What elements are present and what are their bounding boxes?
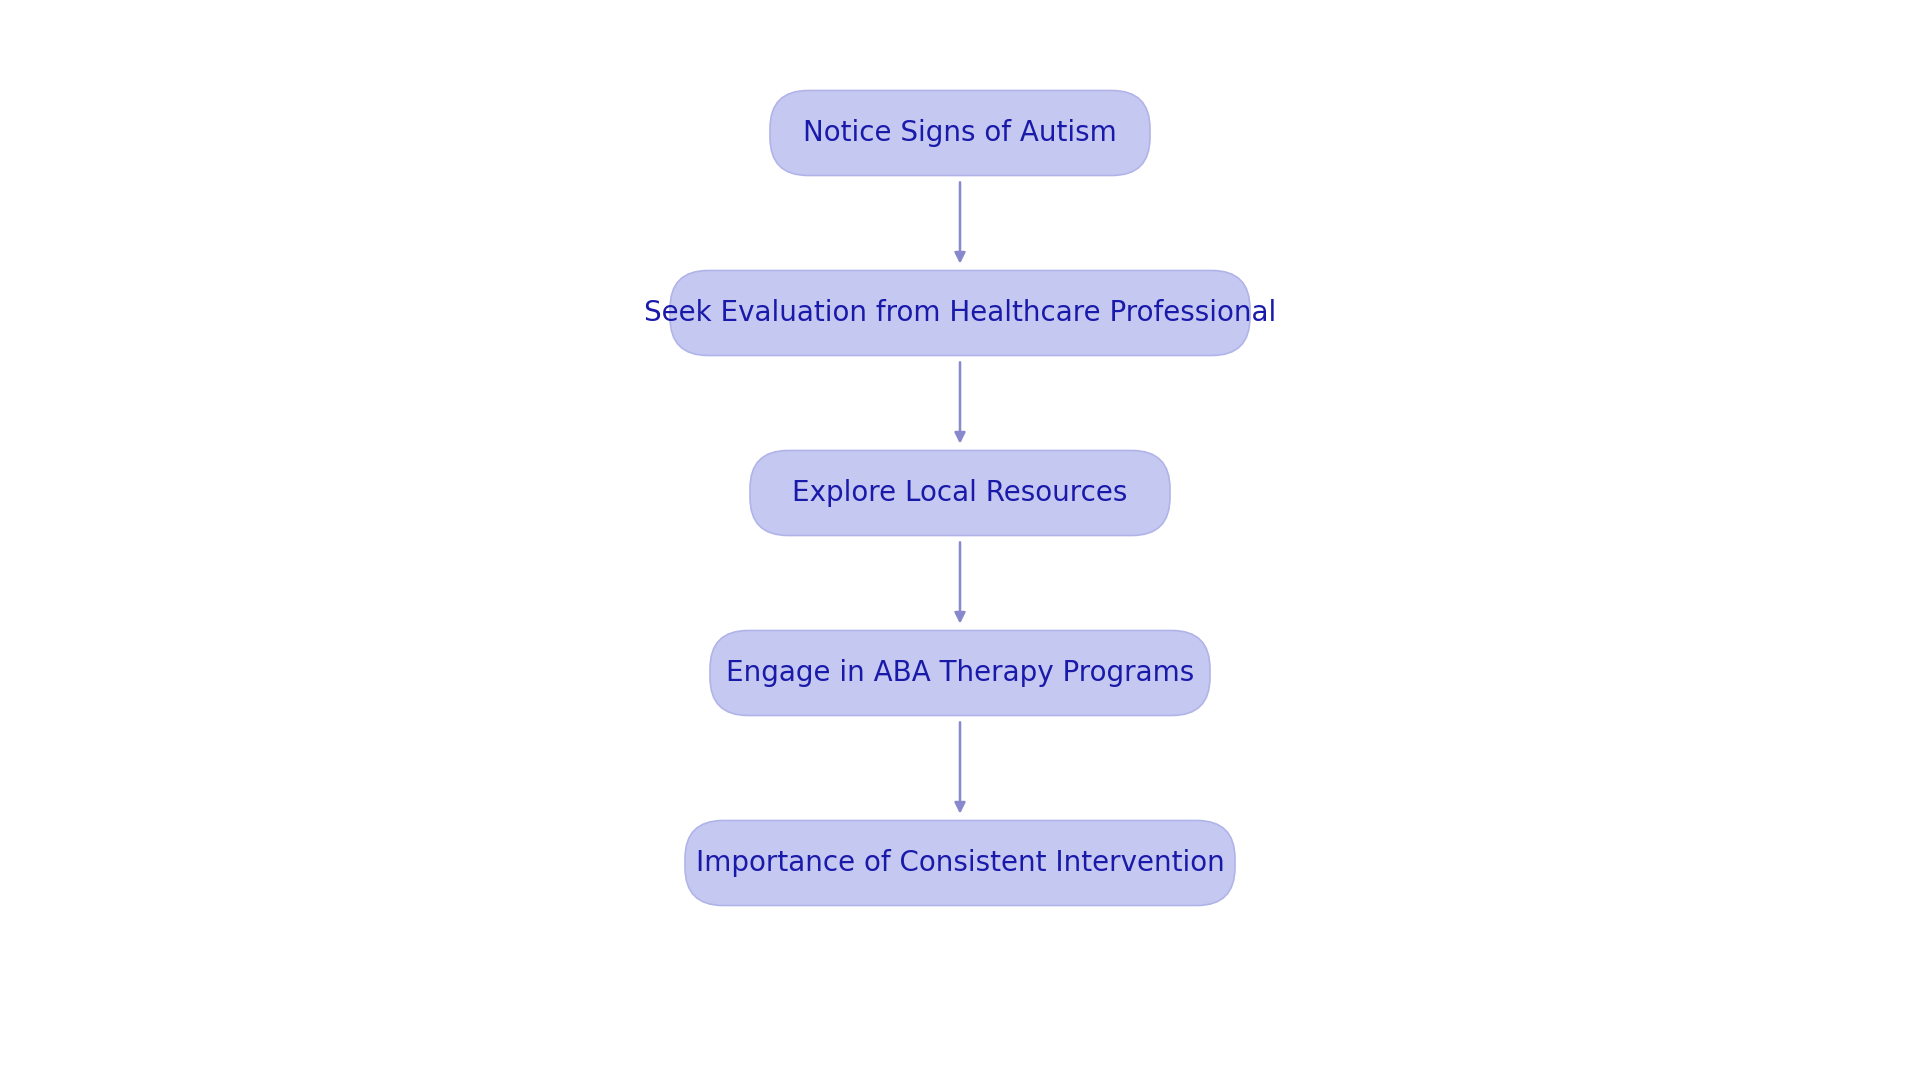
- FancyBboxPatch shape: [670, 271, 1250, 355]
- FancyBboxPatch shape: [685, 821, 1235, 905]
- Text: Importance of Consistent Intervention: Importance of Consistent Intervention: [695, 849, 1225, 877]
- FancyBboxPatch shape: [710, 630, 1210, 716]
- FancyBboxPatch shape: [751, 451, 1169, 535]
- Text: Seek Evaluation from Healthcare Professional: Seek Evaluation from Healthcare Professi…: [643, 299, 1277, 327]
- FancyBboxPatch shape: [770, 91, 1150, 175]
- Text: Explore Local Resources: Explore Local Resources: [793, 479, 1127, 507]
- Text: Engage in ABA Therapy Programs: Engage in ABA Therapy Programs: [726, 658, 1194, 687]
- Text: Notice Signs of Autism: Notice Signs of Autism: [803, 119, 1117, 147]
